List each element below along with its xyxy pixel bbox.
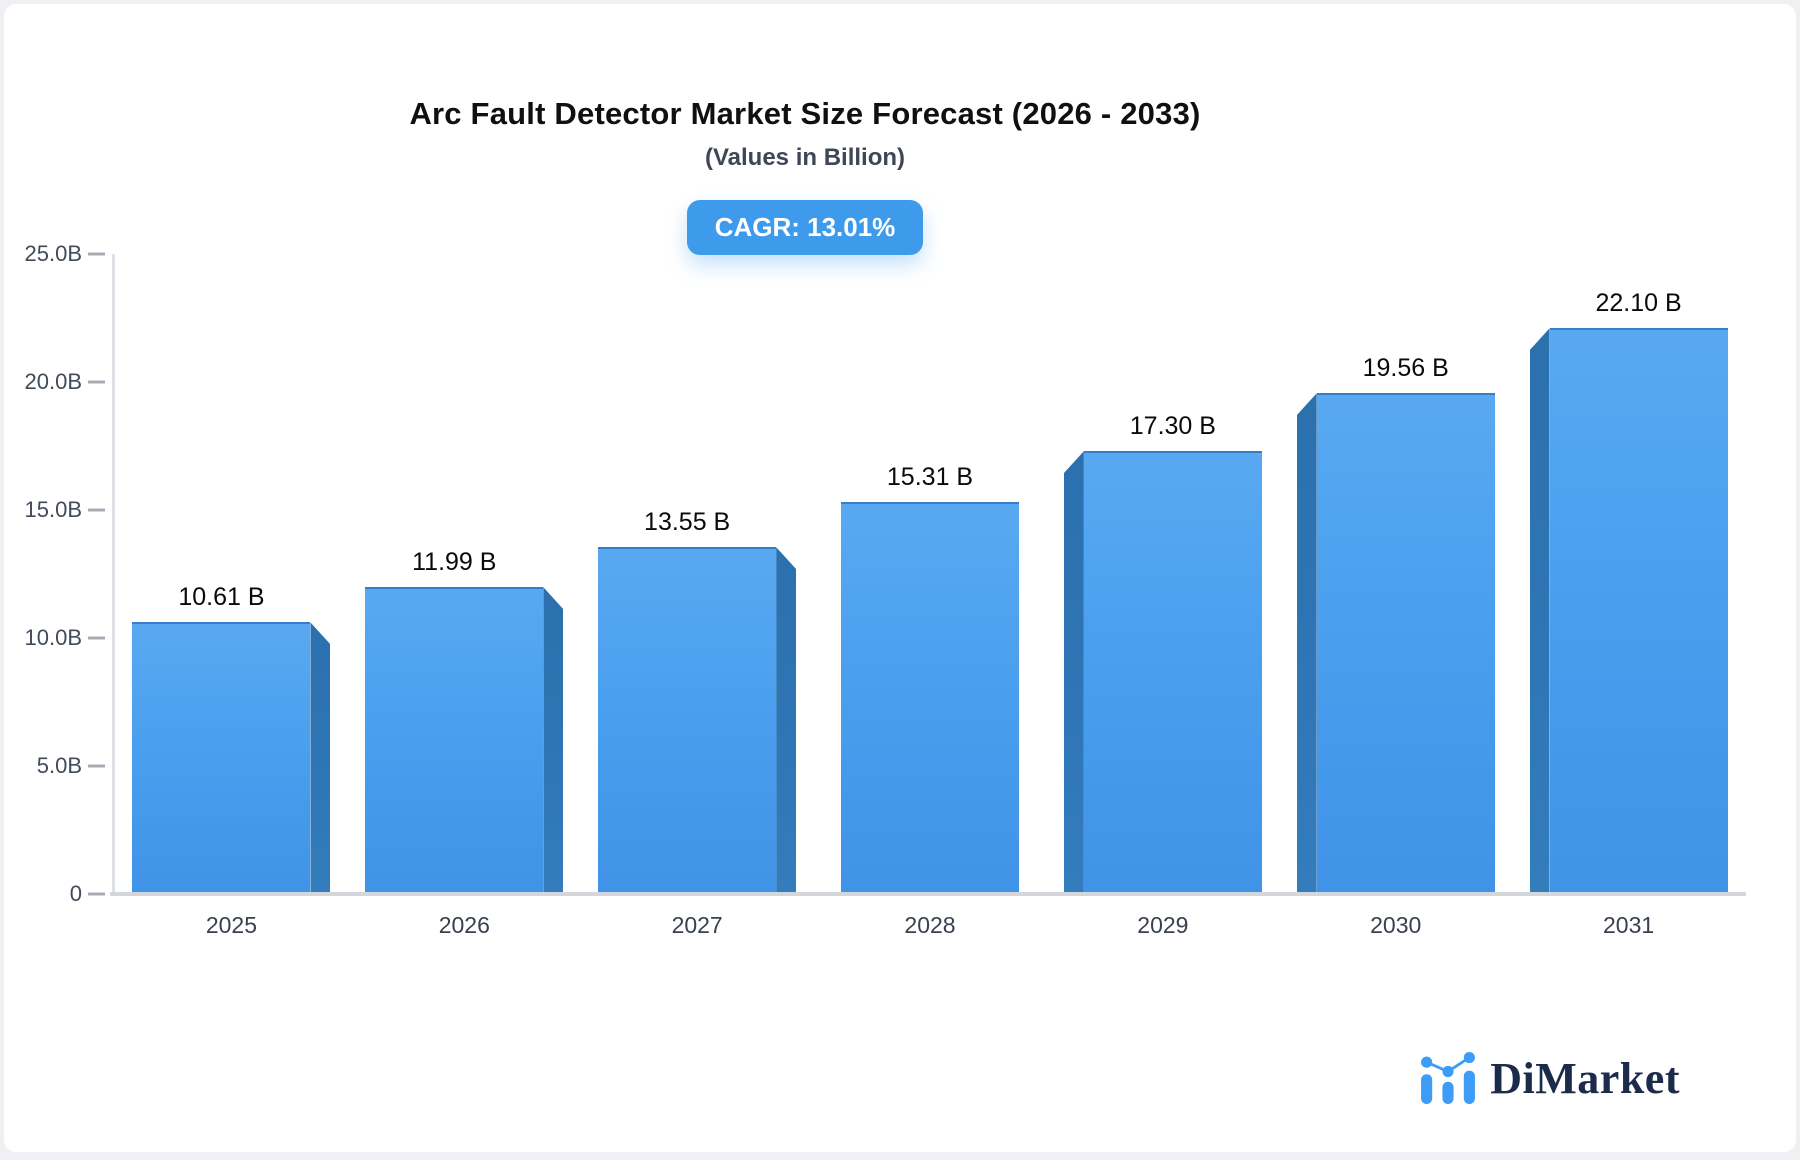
bar-2029: 17.30 B [1083, 412, 1262, 894]
bar-column-2026: 11.99 B [348, 254, 581, 894]
bar-value-label-2031: 22.10 B [1595, 289, 1682, 318]
bar-2028: 15.31 B [841, 463, 1019, 894]
x-axis-label-2025: 2025 [205, 912, 258, 938]
bar-column-2030: 19.56 B [1279, 254, 1512, 894]
y-tick-mark [88, 892, 105, 896]
bar-side-face [776, 547, 797, 894]
bar-side-face [1063, 451, 1084, 894]
y-tick-label-20: 20.0B [24, 369, 83, 394]
x-axis-label-2026: 2026 [438, 912, 490, 938]
y-tick-mark [88, 380, 105, 384]
bar-value-label-2029: 17.30 B [1129, 412, 1216, 441]
chart-header: Arc Fault Detector Market Size Forecast … [4, 4, 1606, 255]
y-tick-label-10: 10.0B [24, 625, 83, 650]
y-tick-mark [88, 508, 105, 512]
bar-side-face [1529, 328, 1550, 894]
y-tick-label-5: 5.0B [36, 753, 82, 778]
bar-column-2029: 17.30 B [1046, 254, 1279, 894]
x-axis-label-2030: 2030 [1370, 912, 1422, 938]
bar-value-label-2028: 15.31 B [886, 463, 974, 492]
cagr-badge: CAGR: 13.01% [686, 200, 924, 255]
y-tick-mark [88, 764, 105, 768]
bar-value-label-2027: 13.55 B [644, 508, 731, 537]
bar-column-2028: 15.31 B [814, 254, 1047, 894]
y-tick-mark [88, 636, 105, 640]
bar-2031: 22.10 B [1549, 289, 1728, 894]
x-axis-line [110, 892, 1746, 896]
chart-subtitle: (Values in Billion) [704, 144, 906, 171]
bar-group-2029: 17.30 B [1063, 412, 1262, 894]
bar-column-2031: 22.10 B [1512, 254, 1745, 894]
bar-column-2025: 10.61 B [115, 254, 348, 894]
bar-value-label-2025: 10.61 B [178, 583, 265, 612]
chart-card: Arc Fault Detector Market Size Forecast … [4, 4, 1796, 1152]
bar-group-2026: 11.99 B [365, 548, 564, 894]
dimarket-logo: DiMarket [1419, 1052, 1680, 1104]
logo-text: DiMarket [1490, 1053, 1680, 1103]
bar-group-2025: 10.61 B [132, 583, 331, 894]
bar-column-2027: 13.55 B [581, 254, 814, 894]
bar-2026: 11.99 B [365, 548, 544, 894]
bar-group-2027: 13.55 B [598, 508, 797, 894]
bar-chart-logo-icon [1421, 1052, 1476, 1104]
bar-side-face [1296, 393, 1317, 894]
x-axis-label-2029: 2029 [1137, 912, 1189, 938]
y-tick-mark [88, 252, 105, 256]
x-axis-label-2028: 2028 [904, 912, 956, 938]
x-axis-labels: 2025 2026 2027 2028 2029 2030 2031 [115, 912, 1745, 939]
bar-chart: 25.0B 20.0B 15.0B 10.0B 5.0B 0 10.61 B 11.99 B… [4, 4, 1796, 1152]
bar-value-label-2030: 19.56 B [1362, 354, 1449, 383]
bar-2027: 13.55 B [598, 508, 777, 894]
bar-side-face [310, 622, 331, 894]
bar-group-2028: 15.31 B [841, 463, 1019, 894]
y-tick-label-25: 25.0B [24, 241, 83, 266]
bar-side-face [543, 587, 564, 894]
bar-2025: 10.61 B [132, 583, 311, 894]
x-axis-label-2031: 2031 [1603, 912, 1655, 938]
y-tick-label-15: 15.0B [24, 497, 83, 522]
bar-value-label-2026: 11.99 B [412, 548, 497, 577]
bar-group-2031: 22.10 B [1529, 289, 1728, 894]
x-axis-label-2027: 2027 [671, 912, 723, 938]
bar-2030: 19.56 B [1316, 354, 1495, 894]
y-tick-label-0: 0 [69, 881, 82, 906]
bars-container: 10.61 B 11.99 B 13.55 B 15.31 B 17.30 B 19.56… [115, 254, 1745, 894]
y-axis-line [112, 254, 115, 896]
bar-group-2030: 19.56 B [1296, 354, 1495, 894]
chart-title: Arc Fault Detector Market Size Forecast … [409, 96, 1201, 131]
